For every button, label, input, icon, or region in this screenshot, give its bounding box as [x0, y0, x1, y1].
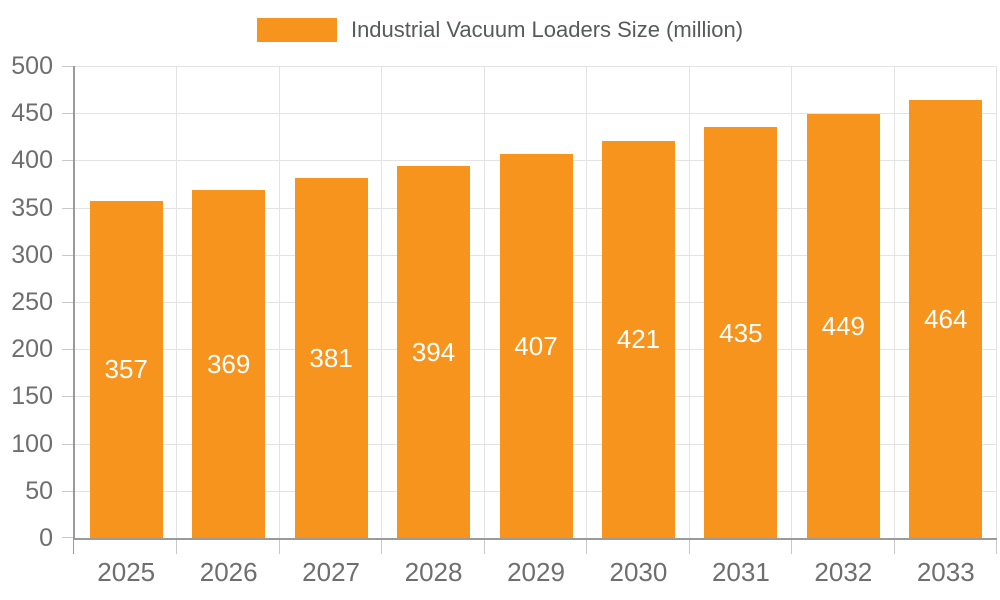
x-axis-tick — [278, 540, 280, 554]
y-tick-label: 450 — [11, 99, 53, 128]
y-axis-tick — [62, 254, 73, 256]
x-axis-tick — [893, 540, 895, 554]
y-axis-tick — [62, 113, 73, 115]
bar-value-label: 421 — [616, 324, 661, 355]
y-gridline — [75, 113, 997, 115]
bar-value-label: 394 — [411, 337, 456, 368]
bar-value-label: 435 — [719, 317, 763, 348]
x-tick-label: 2031 — [711, 557, 770, 587]
x-tick-label: 2029 — [507, 557, 565, 587]
y-axis-tick — [62, 490, 73, 492]
x-gridline — [483, 66, 485, 538]
x-axis-tick — [791, 540, 793, 554]
bar — [89, 201, 163, 538]
x-axis-tick — [996, 540, 997, 554]
y-tick-label: 400 — [11, 146, 53, 175]
x-gridline — [278, 66, 280, 538]
y-gridline — [75, 66, 997, 67]
x-axis-tick — [176, 540, 178, 554]
x-axis-tick — [586, 540, 588, 554]
y-tick-label: 350 — [11, 193, 53, 222]
x-tick-label: 2030 — [609, 557, 668, 587]
bar — [909, 99, 983, 538]
x-gridline — [176, 66, 178, 538]
bar-value-label: 357 — [104, 354, 148, 385]
y-axis-tick — [62, 66, 73, 67]
bar — [294, 178, 368, 538]
bar — [397, 166, 471, 538]
bar — [192, 189, 266, 538]
y-tick-label: 500 — [11, 52, 53, 80]
y-axis-tick — [62, 396, 73, 398]
bar-value-label: 407 — [514, 330, 558, 361]
y-tick-label: 300 — [11, 240, 53, 269]
bar — [499, 153, 573, 538]
x-tick-label: 2026 — [199, 557, 258, 587]
legend-label: Industrial Vacuum Loaders Size (million) — [350, 17, 744, 42]
bar — [806, 114, 880, 538]
bar-value-label: 464 — [924, 303, 968, 334]
x-gridline — [791, 66, 793, 538]
y-tick-label: 250 — [11, 288, 53, 316]
x-axis-tick — [688, 540, 690, 554]
y-tick-label: 200 — [11, 335, 53, 364]
x-tick-label: 2025 — [97, 557, 156, 587]
legend-swatch — [256, 18, 337, 42]
x-gridline — [996, 66, 997, 538]
x-tick-label: 2027 — [302, 557, 361, 587]
y-axis-tick — [62, 349, 73, 351]
x-tick-label: 2032 — [814, 557, 873, 587]
x-gridline — [688, 66, 690, 538]
bar-value-label: 381 — [309, 343, 353, 374]
bar-value-label: 449 — [821, 311, 866, 342]
y-tick-label: 100 — [11, 429, 53, 458]
x-axis-tick — [381, 540, 383, 554]
y-axis-tick — [62, 443, 73, 445]
y-axis-tick — [62, 537, 73, 538]
x-tick-label: 2028 — [404, 557, 463, 587]
x-gridline — [893, 66, 895, 538]
plot-area: 0 50 100 150 200 250 300 350 400 450 500 2025 2026 20… — [11, 52, 997, 586]
y-axis-tick — [62, 207, 73, 209]
y-tick-label: 0 — [39, 524, 53, 552]
bar-value-label: 369 — [206, 348, 251, 379]
x-axis-tick — [73, 540, 74, 554]
y-tick-label: 50 — [25, 476, 53, 505]
y-axis-tick — [62, 160, 73, 162]
y-tick-label: 150 — [11, 382, 53, 411]
x-gridline — [381, 66, 383, 538]
x-tick-label: 2033 — [916, 557, 975, 587]
bar — [704, 127, 778, 538]
legend: Industrial Vacuum Loaders Size (million) — [0, 17, 1000, 43]
bar — [601, 140, 675, 538]
x-axis-tick — [483, 540, 485, 554]
x-gridline — [586, 66, 588, 538]
y-axis-tick — [62, 302, 73, 303]
legend-item[interactable]: Industrial Vacuum Loaders Size (million) — [256, 17, 744, 43]
